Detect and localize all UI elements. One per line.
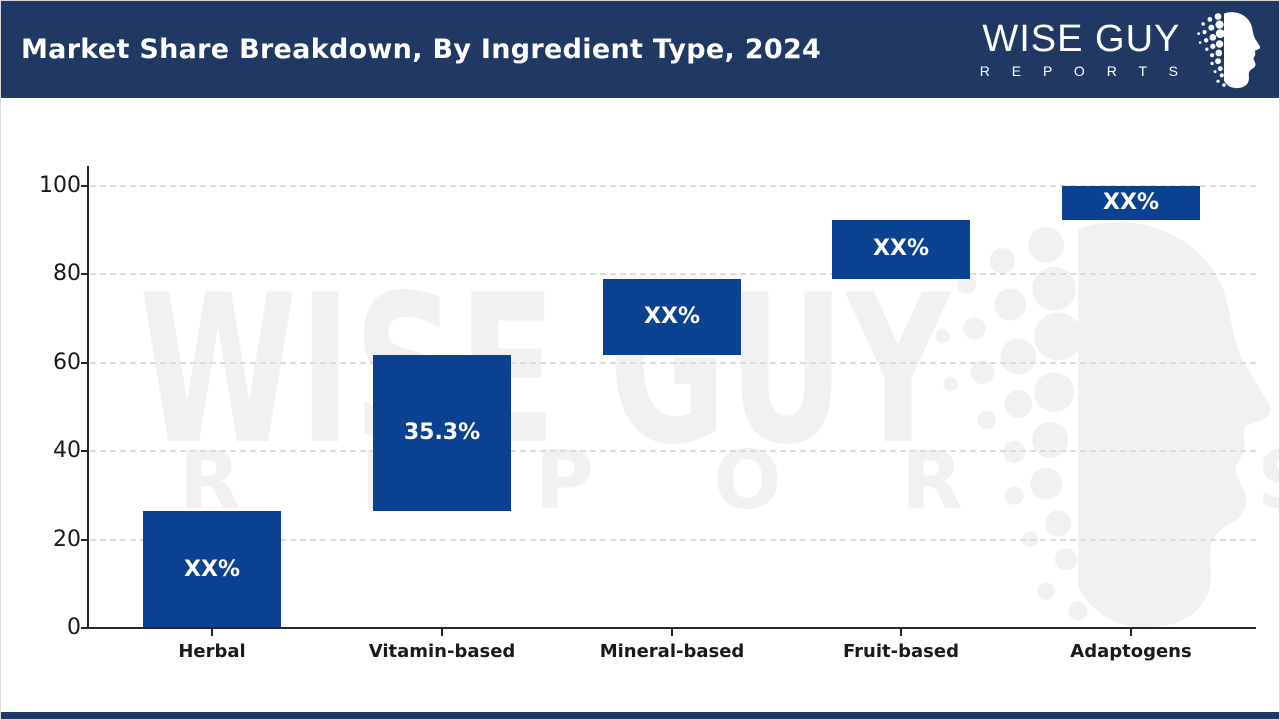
bar-value-label: 35.3% [403,420,481,446]
x-tick-label: Adaptogens [1070,641,1192,662]
y-tick-label: 40 [53,438,81,464]
y-tick-label: 80 [53,261,81,287]
brand-logo-text: WISE GUY R E P O R T S [976,20,1187,79]
x-tickmark [671,629,673,636]
brand-subtitle: R E P O R T S [979,63,1187,79]
y-axis [87,166,89,629]
bar-value-label: XX% [1103,189,1159,215]
x-tick-label: Vitamin-based [368,641,516,662]
y-tickmark [81,273,89,276]
brand-logo: WISE GUY R E P O R T S [976,9,1267,91]
page-title: Market Share Breakdown, By Ingredient Ty… [21,34,822,65]
y-tickmark [81,450,89,453]
wise-guy-head-icon [1197,11,1261,88]
gridline [90,538,1256,541]
x-tickmark [211,629,213,636]
y-tickmark [81,185,89,187]
header-bar: Market Share Breakdown, By Ingredient Ty… [1,1,1279,98]
x-tickmark [441,629,443,636]
x-tickmark [900,629,902,636]
y-tickmark [81,538,89,541]
bar-value-label: XX% [644,304,700,330]
bar-vitamin-based [373,355,511,512]
gridline [90,450,1256,453]
y-tickmark [81,627,89,629]
x-tickmark [1130,629,1132,636]
footer-bar [1,712,1279,719]
bar-value-label: XX% [184,556,240,582]
gridline [90,361,1256,364]
y-tick-label: 100 [39,173,81,198]
y-tick-label: 20 [53,526,81,552]
x-axis [87,627,1256,629]
x-tick-label: Fruit-based [843,641,959,662]
bar-herbal [143,511,281,628]
x-tick-label: Mineral-based [599,641,745,662]
x-tick-label: Herbal [178,641,246,662]
y-tick-label: 60 [53,349,81,375]
gridline [90,185,1256,187]
bar-mineral-based [603,278,741,356]
bar-adaptogens [1062,186,1200,220]
y-tickmark [81,361,89,364]
brand-name: WISE GUY [982,18,1181,60]
bar-value-label: XX% [873,236,929,262]
y-tick-label: 0 [67,615,81,640]
gridline [90,273,1256,276]
